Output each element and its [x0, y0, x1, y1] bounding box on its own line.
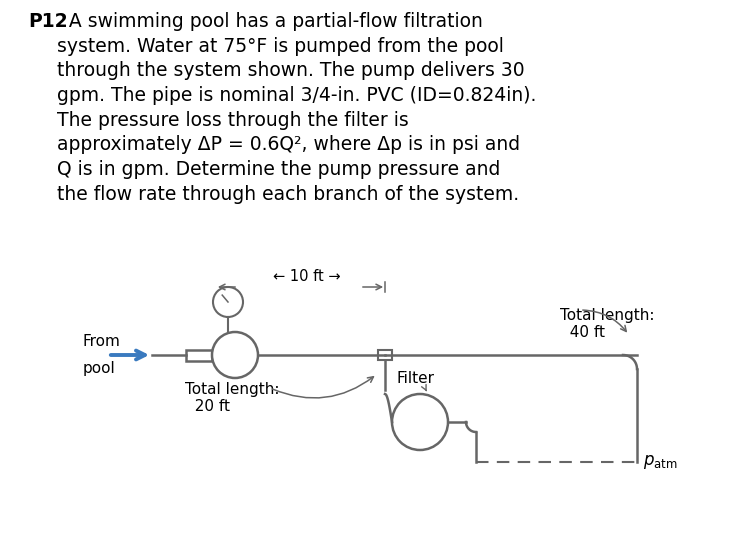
Circle shape	[392, 394, 448, 450]
Text: $p_{\mathrm{atm}}$: $p_{\mathrm{atm}}$	[643, 453, 678, 471]
Bar	[378, 350, 392, 360]
Circle shape	[213, 287, 243, 317]
Text: From: From	[83, 334, 121, 349]
Text: Total length:
  40 ft: Total length: 40 ft	[560, 308, 654, 340]
Bar	[186, 349, 212, 360]
Text: P12: P12	[28, 12, 68, 31]
Text: Filter: Filter	[396, 371, 434, 386]
Text: Total length:
  20 ft: Total length: 20 ft	[185, 382, 280, 414]
Text: pool: pool	[83, 361, 116, 376]
Circle shape	[212, 332, 258, 378]
Text: . A swimming pool has a partial-flow filtration
system. Water at 75°F is pumped : . A swimming pool has a partial-flow fil…	[57, 12, 536, 204]
Text: ← 10 ft →: ← 10 ft →	[273, 269, 341, 284]
